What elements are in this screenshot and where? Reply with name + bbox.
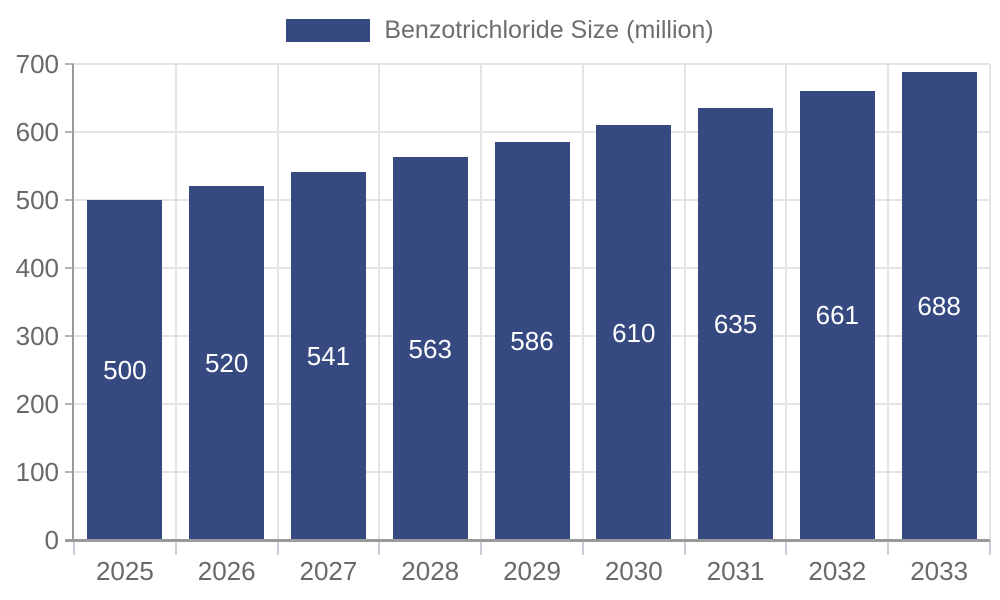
bar (799, 90, 875, 540)
bar (596, 125, 672, 540)
y-tick-label: 200 (15, 389, 59, 419)
bar-value-label: 541 (306, 341, 351, 372)
v-gridline (174, 64, 177, 540)
x-tick-mark (276, 540, 279, 555)
y-tick-label: 400 (15, 253, 59, 283)
x-tick-label: 2025 (95, 556, 154, 586)
bar-value-label: 520 (204, 348, 249, 379)
bar-value-label: 563 (408, 333, 452, 364)
legend: Benzotrichloride Size (million) (0, 16, 1000, 45)
v-gridline (683, 64, 686, 540)
bar-value-label: 586 (510, 325, 554, 356)
bar (494, 141, 570, 540)
bar (392, 157, 468, 540)
x-tick-label: 2032 (808, 556, 867, 586)
y-tick-label: 600 (15, 117, 59, 147)
x-tick-mark (378, 540, 381, 555)
bar-value-label: 610 (612, 317, 656, 348)
plot-area: 0 100 200 300 400 500 600 700 500 2025 520 2026 541 2… (16, 51, 991, 584)
x-tick-mark (785, 540, 788, 555)
y-tick-mark (65, 131, 74, 133)
y-tick-mark (65, 335, 74, 337)
y-tick-label: 500 (15, 185, 59, 215)
x-tick-label: 2027 (299, 556, 358, 586)
bar (698, 108, 774, 540)
y-tick-label: 100 (15, 457, 59, 487)
x-tick-label: 2028 (401, 556, 460, 586)
y-tick-label: 700 (15, 49, 59, 79)
y-tick-label: 300 (15, 321, 59, 351)
bar (189, 186, 265, 540)
x-tick-mark (683, 540, 686, 555)
x-tick-label: 2033 (910, 556, 969, 586)
legend-swatch (286, 19, 371, 42)
x-tick-mark (887, 540, 890, 555)
bar (901, 72, 977, 540)
v-gridline (581, 64, 584, 540)
y-tick-mark (65, 267, 74, 269)
v-gridline (480, 64, 483, 540)
x-tick-mark (480, 540, 483, 555)
v-gridline (378, 64, 381, 540)
h-gridline (74, 63, 990, 65)
bar (87, 200, 163, 540)
y-tick-label: 0 (44, 525, 59, 555)
x-axis-line (65, 539, 990, 542)
legend-label: Benzotrichloride Size (million) (384, 16, 714, 44)
bar (290, 172, 366, 540)
x-tick-mark (73, 540, 75, 555)
v-gridline (887, 64, 890, 540)
y-tick-mark (65, 403, 74, 405)
x-tick-mark (581, 540, 584, 555)
bar-value-label: 500 (103, 355, 147, 385)
v-gridline (276, 64, 279, 540)
y-axis-line (72, 64, 74, 540)
v-gridline (785, 64, 788, 540)
bar-value-label: 661 (815, 300, 860, 331)
v-gridline (989, 64, 991, 540)
y-tick-mark (65, 199, 74, 201)
x-tick-label: 2029 (503, 556, 561, 586)
bar-value-label: 688 (917, 291, 961, 322)
x-tick-label: 2030 (604, 556, 663, 586)
x-tick-label: 2031 (706, 556, 765, 586)
x-tick-mark (174, 540, 177, 555)
y-tick-mark (65, 63, 74, 65)
bar-value-label: 635 (713, 309, 758, 340)
x-tick-mark (989, 540, 991, 555)
y-tick-mark (65, 471, 74, 473)
h-gridline (74, 131, 990, 133)
x-tick-label: 2026 (197, 556, 256, 586)
